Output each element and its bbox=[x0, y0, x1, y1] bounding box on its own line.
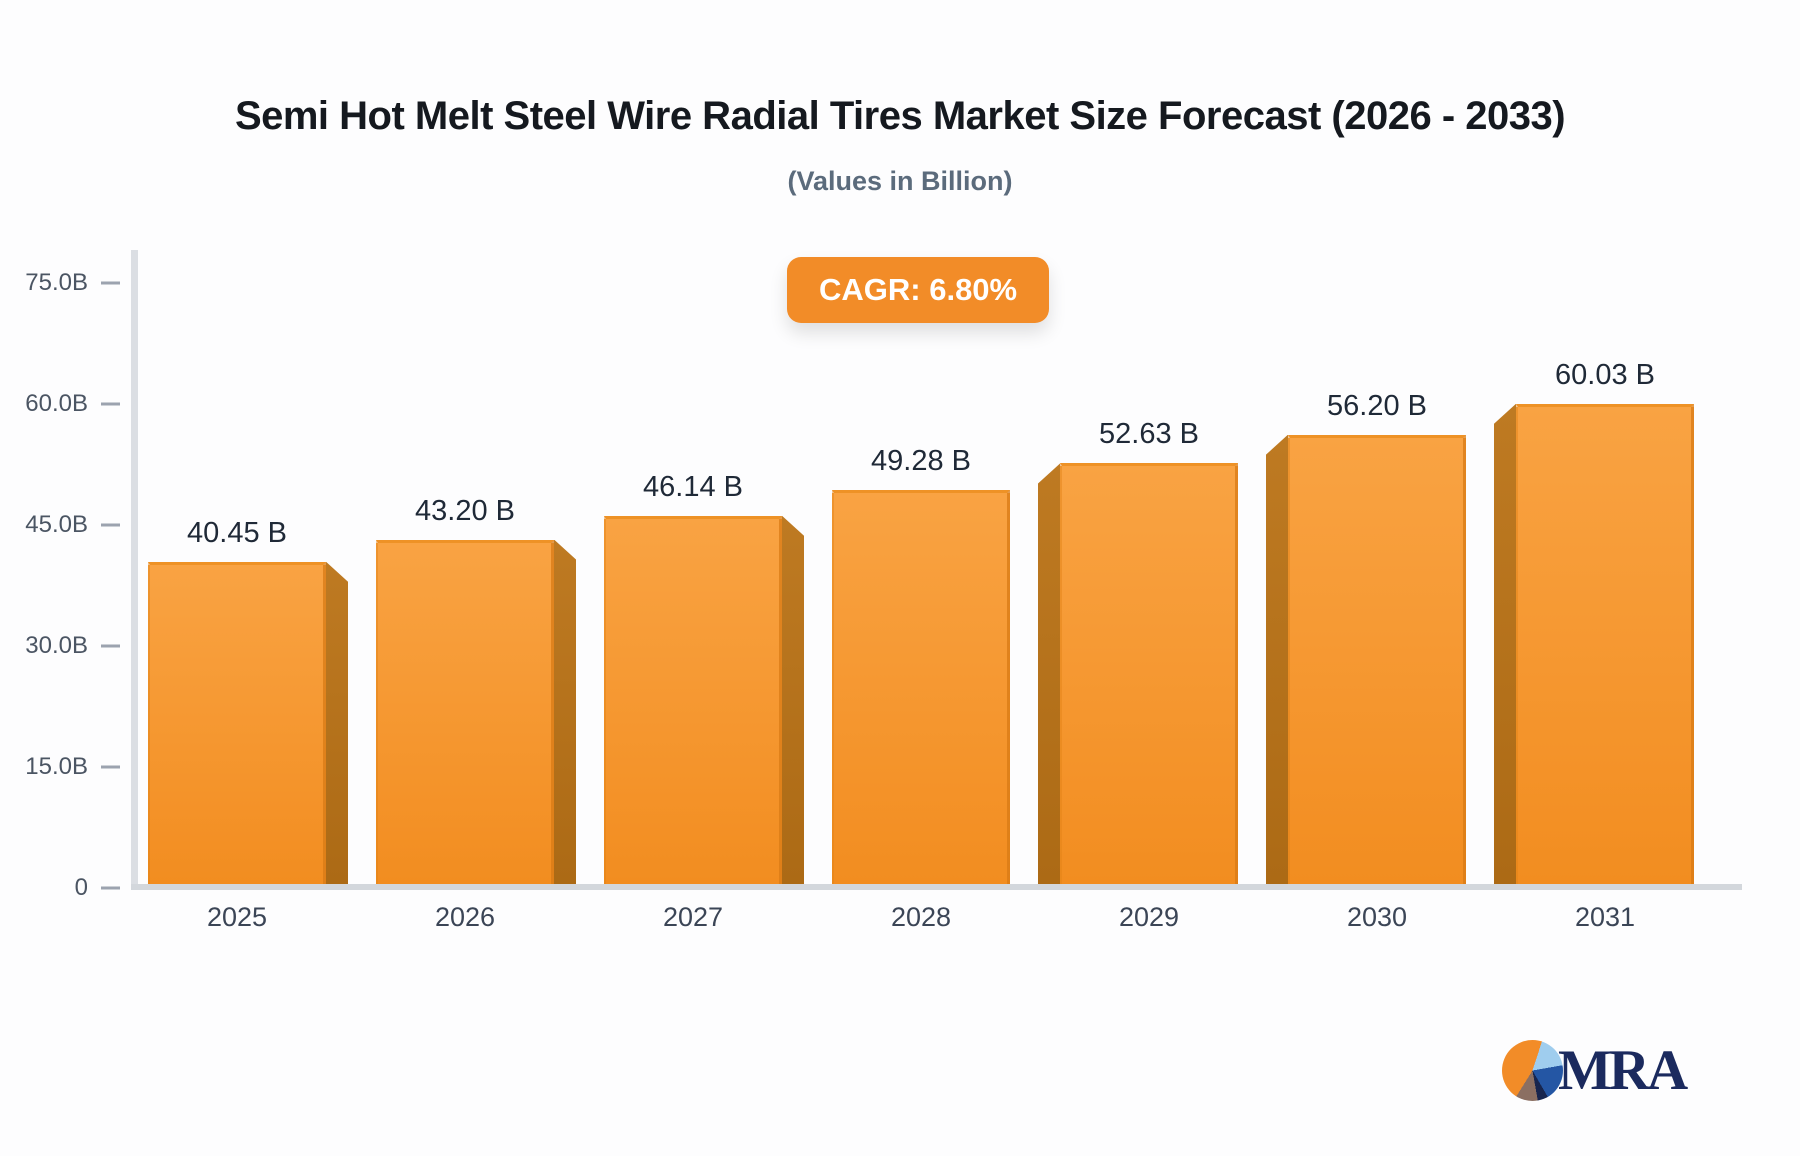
x-axis-label: 2030 bbox=[1346, 902, 1408, 932]
x-axis-label: 2029 bbox=[1118, 902, 1180, 932]
cagr-badge: CAGR: 6.80% bbox=[787, 257, 1050, 323]
y-tick-label: 60.0B bbox=[25, 390, 88, 417]
bar-side-face bbox=[1266, 434, 1288, 884]
bar-value-label: 52.63 B bbox=[1099, 418, 1199, 451]
x-axis-label: 2027 bbox=[662, 902, 724, 932]
bar-2030 bbox=[1288, 434, 1466, 884]
x-axis-line bbox=[131, 884, 1742, 890]
bar-value-label: 46.14 B bbox=[643, 470, 743, 503]
bar-side-face bbox=[326, 561, 348, 884]
bar-value-label: 60.03 B bbox=[1555, 358, 1655, 391]
bar-2028 bbox=[832, 490, 1010, 884]
y-tick-dash bbox=[101, 281, 120, 285]
bar-value-label: 40.45 B bbox=[187, 516, 287, 549]
bar-2025 bbox=[148, 561, 326, 884]
bar-2029 bbox=[1060, 463, 1238, 884]
bar-side-face bbox=[554, 539, 576, 884]
y-tick-label: 15.0B bbox=[25, 753, 88, 780]
y-tick-dash bbox=[101, 523, 120, 527]
y-tick-label: 75.0B bbox=[25, 269, 88, 296]
bar-side-face bbox=[1494, 403, 1516, 884]
y-tick-label: 30.0B bbox=[25, 632, 88, 659]
y-tick-dash bbox=[101, 765, 120, 769]
y-tick-label: 45.0B bbox=[25, 511, 88, 538]
bar-side-face bbox=[1038, 463, 1060, 884]
x-axis-label: 2031 bbox=[1574, 902, 1636, 932]
bar-2027 bbox=[604, 515, 782, 884]
chart-title: Semi Hot Melt Steel Wire Radial Tires Ma… bbox=[234, 94, 1566, 138]
bar-value-label: 56.20 B bbox=[1327, 389, 1427, 422]
y-tick-dash bbox=[101, 402, 120, 406]
x-axis-label: 2026 bbox=[434, 902, 496, 932]
bar-2031 bbox=[1516, 403, 1694, 884]
bar-value-label: 43.20 B bbox=[415, 494, 515, 527]
brand-logo-text: MRA bbox=[1558, 1039, 1688, 1102]
chart-subtitle: (Values in Billion) bbox=[787, 166, 1013, 196]
pie-chart-logo-icon bbox=[1502, 1040, 1563, 1101]
y-tick-dash bbox=[101, 644, 120, 648]
cagr-badge-label: CAGR: 6.80% bbox=[819, 272, 1018, 307]
bar-value-label: 49.28 B bbox=[871, 445, 971, 478]
y-axis-line bbox=[131, 250, 138, 888]
bar-2026 bbox=[376, 539, 554, 884]
bar-side-face bbox=[782, 515, 804, 884]
x-axis-label: 2028 bbox=[890, 902, 952, 932]
brand-logo: MRA bbox=[1502, 1039, 1688, 1102]
y-tick-label: 0 bbox=[74, 874, 88, 901]
x-axis-label: 2025 bbox=[206, 902, 268, 932]
y-tick-dash bbox=[101, 886, 120, 890]
